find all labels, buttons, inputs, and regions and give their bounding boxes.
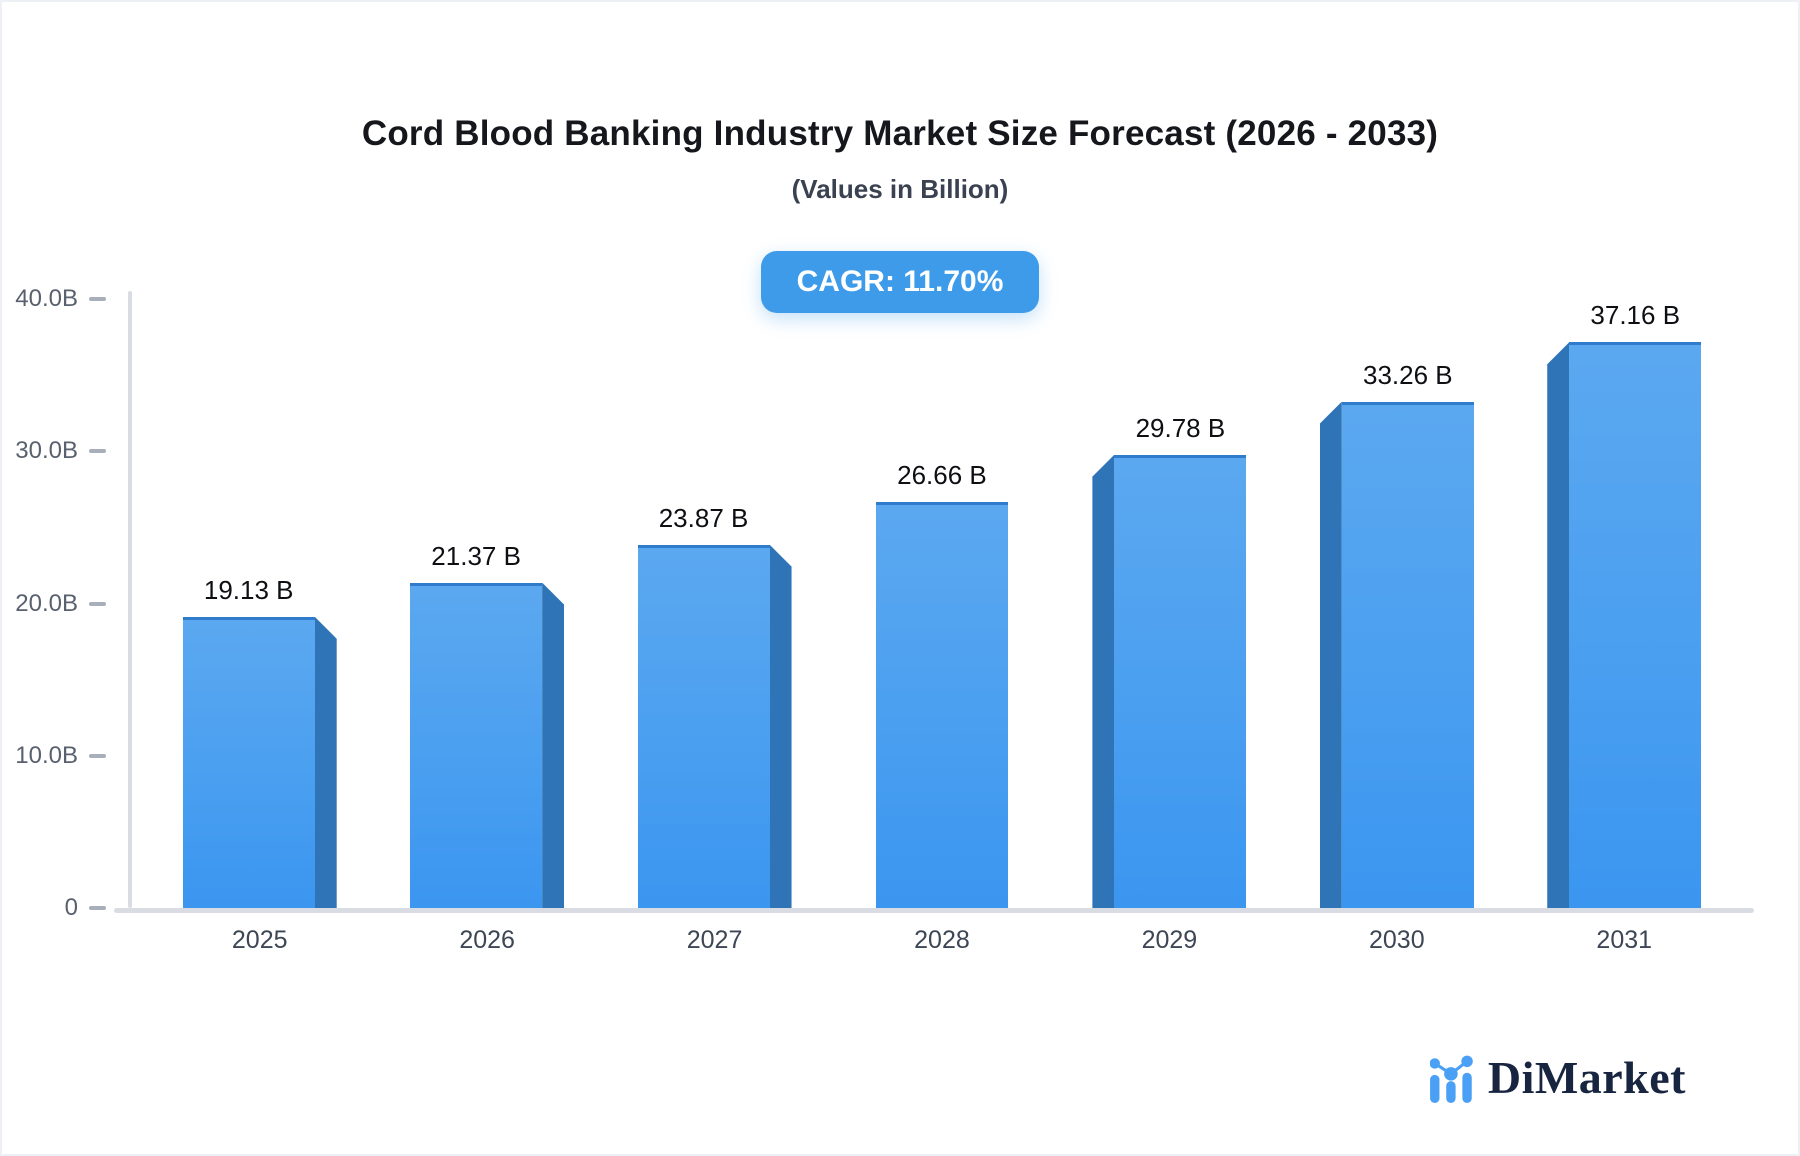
bar-group: 37.16 B (1547, 299, 1702, 908)
bar-group: 26.66 B (875, 299, 1008, 908)
bar-3d-side (314, 616, 337, 908)
bar-slot: 29.78 B (1056, 299, 1283, 908)
bar-3d-side (769, 544, 792, 908)
logo-text: DiMarket (1487, 1052, 1686, 1103)
y-tick-label: 0 (64, 894, 78, 921)
y-tick-mark (89, 601, 106, 606)
y-tick-mark (89, 753, 106, 758)
bar-slot: 21.37 B (373, 299, 600, 908)
bar-face (1114, 454, 1247, 908)
y-tick-mark (89, 906, 106, 910)
bar-value-label: 19.13 B (203, 574, 294, 605)
bar-value-label: 37.16 B (1590, 300, 1681, 331)
bar-value-label: 29.78 B (1135, 412, 1226, 443)
bar (1092, 454, 1247, 908)
bar (1319, 401, 1474, 908)
bar-slot: 23.87 B (601, 299, 828, 908)
bar-slot: 33.26 B (1283, 299, 1510, 908)
bar (410, 582, 565, 908)
bar-group: 29.78 B (1092, 299, 1247, 908)
bar (875, 502, 1008, 908)
bar-value-label: 23.87 B (658, 502, 749, 533)
bar-3d-side (1092, 454, 1115, 908)
cagr-badge: CAGR: 11.70% (760, 251, 1040, 313)
x-axis-line (114, 908, 1754, 913)
x-axis-label: 2026 (459, 926, 515, 954)
bar (182, 616, 337, 908)
bar-face (1569, 342, 1702, 908)
bar-3d-side (1319, 401, 1342, 908)
logo-icon (1429, 1055, 1473, 1103)
x-axis-label: 2030 (1369, 926, 1425, 954)
bar-group: 23.87 B (637, 299, 792, 908)
bar-3d-side (1547, 342, 1570, 908)
x-axis-label: 2029 (1141, 926, 1198, 954)
logo: DiMarket (1429, 1051, 1686, 1104)
bar-3d-side (542, 582, 565, 908)
bar-group: 33.26 B (1319, 299, 1474, 908)
y-tick-label: 20.0B (15, 589, 78, 617)
bar-face (637, 544, 770, 908)
bar-slot: 26.66 B (828, 299, 1055, 908)
bars-row: 19.13 B 21.37 B 23.87 B 26.66 B 29.78 B 33.26… (130, 299, 1750, 908)
y-tick-mark (89, 449, 106, 454)
y-tick-label: 30.0B (15, 437, 78, 465)
bar (637, 544, 792, 908)
bar-group: 21.37 B (410, 299, 565, 908)
bar-face (1341, 401, 1474, 908)
y-tick-label: 40.0B (15, 285, 78, 312)
x-axis-label: 2028 (914, 926, 970, 954)
bar (1547, 342, 1702, 908)
y-axis-line (128, 291, 132, 908)
x-axis-label: 2025 (231, 926, 288, 954)
bar-slot: 19.13 B (146, 299, 373, 908)
bar-group: 19.13 B (182, 299, 337, 908)
y-tick-mark (89, 297, 106, 301)
bar-face (410, 582, 543, 908)
plot-area: 40.0B 30.0B 20.0B 10.0B 0 19.13 B 21.37 B 23.8… (15, 285, 1754, 921)
x-axis-labels: 2025 2026 2027 2028 2029 2030 2031 (130, 926, 1750, 955)
bar-slot: 37.16 B (1511, 299, 1738, 908)
x-axis-label: 2031 (1596, 926, 1653, 954)
bar-face (182, 616, 315, 908)
bar-face (875, 502, 1008, 908)
chart-subtitle: (Values in Billion) (791, 174, 1009, 204)
x-axis-label: 2027 (686, 926, 743, 954)
bar-value-label: 21.37 B (431, 540, 521, 571)
bar-value-label: 26.66 B (897, 460, 987, 491)
cagr-badge-row: CAGR: 11.70% (2, 251, 1798, 313)
chart-title: Cord Blood Banking Industry Market Size … (361, 114, 1439, 153)
bar-value-label: 33.26 B (1362, 359, 1453, 390)
y-tick-label: 10.0B (15, 741, 78, 769)
